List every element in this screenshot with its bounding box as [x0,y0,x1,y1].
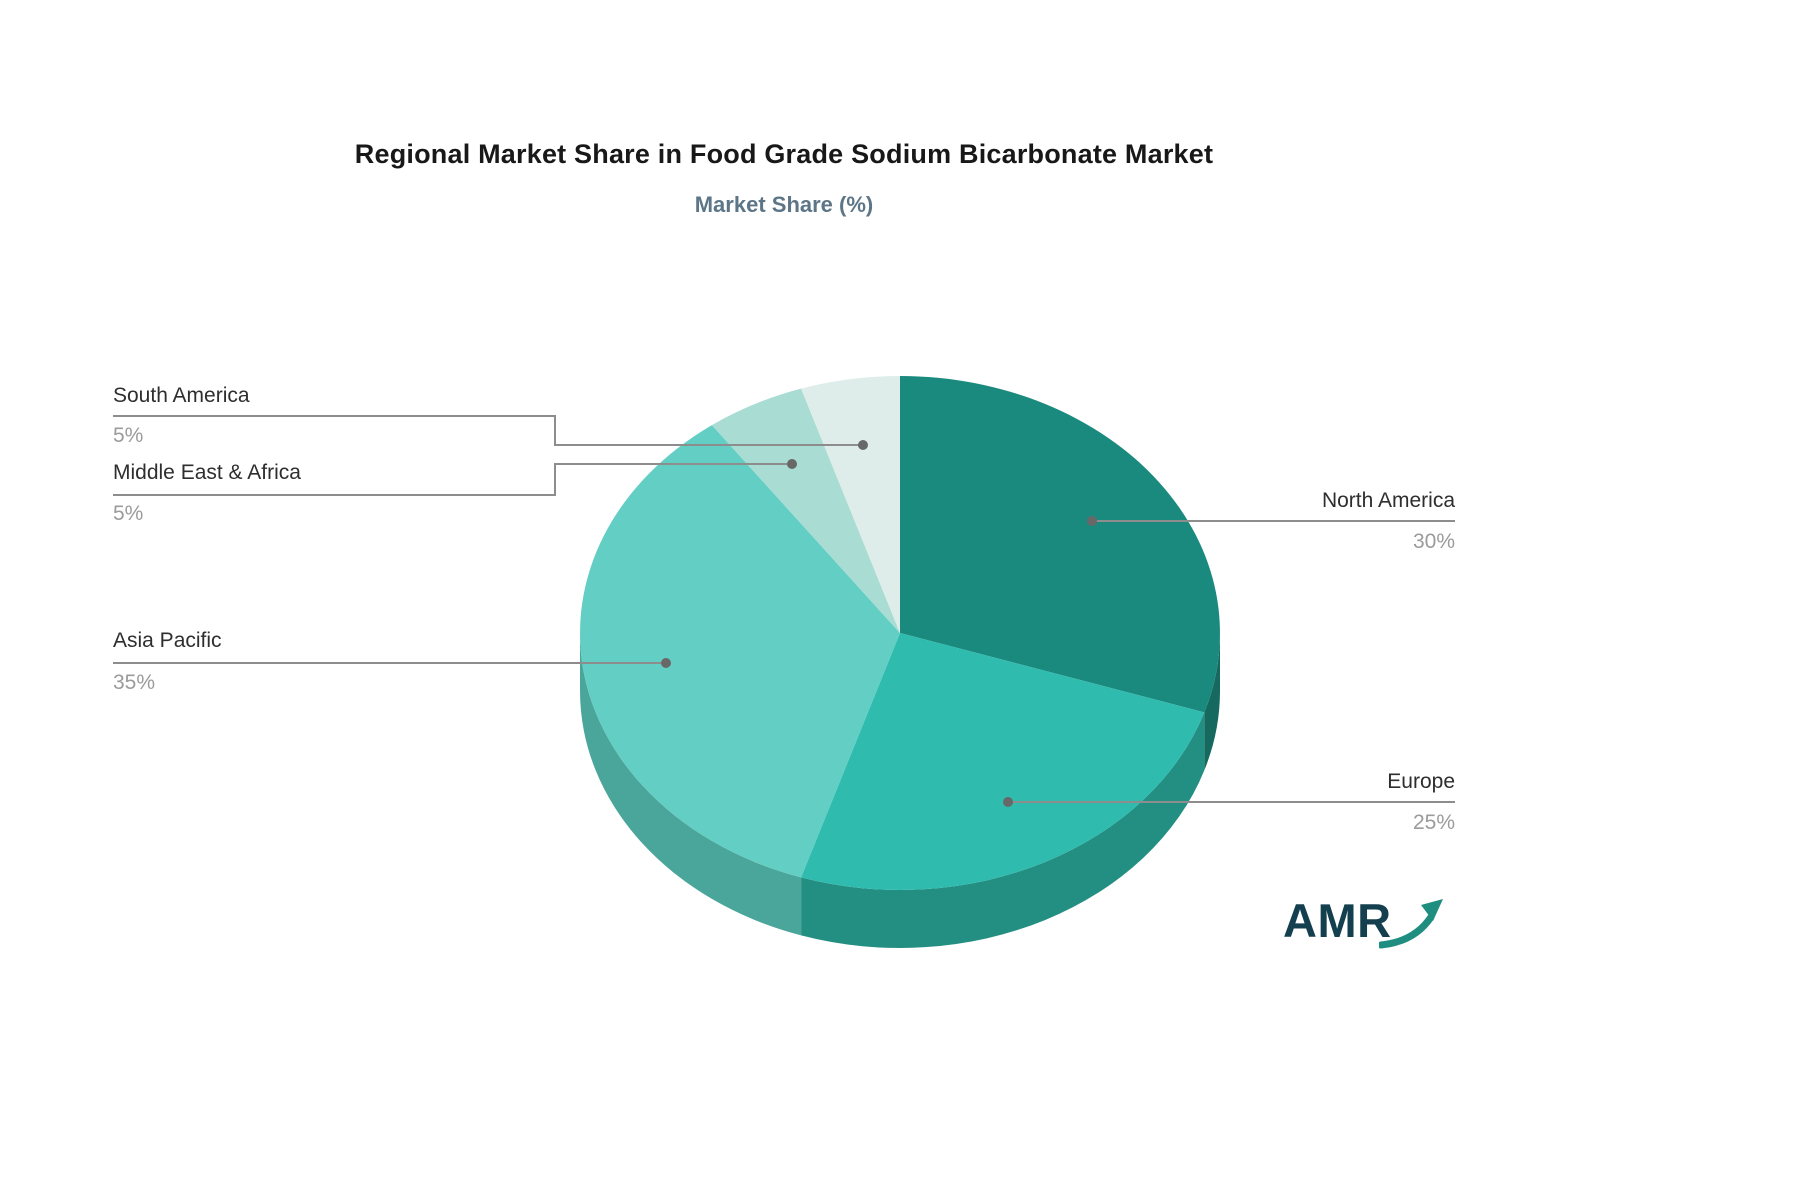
callout-value-europe: 25% [1412,811,1455,834]
chart-subtitle: Market Share (%) [694,192,874,217]
pie-slice-side-north-america [1204,633,1220,771]
pie-slice-europe[interactable] [801,633,1205,890]
callout-label-middle-east-africa: Middle East & Africa [113,461,301,484]
leader-line-middle-east-africa-dot [787,459,797,469]
pie-slice-side-europe [801,712,1205,948]
callout-label-north-america: North America [1321,489,1455,512]
chart-title: Regional Market Share in Food Grade Sodi… [354,139,1214,169]
pie-slice-asia-pacific[interactable] [580,425,900,878]
callout-value-south-america: 5% [113,424,144,447]
amr-logo-text: AMR [1283,894,1392,947]
leader-line-europe-dot [1003,797,1013,807]
pie-slice-north-america[interactable] [900,376,1220,713]
leader-line-south-america [113,415,863,446]
leader-line-north-america-dot [1087,516,1097,526]
leader-line-asia-pacific-dot [661,658,671,668]
callout-value-north-america: 30% [1412,530,1455,553]
callout-label-south-america: South America [113,384,250,407]
leader-line-middle-east-africa [113,463,792,496]
leader-line-south-america-dot [858,440,868,450]
pie-slice-middle-east-africa[interactable] [711,388,900,633]
callout-label-asia-pacific: Asia Pacific [113,629,222,652]
amr-logo: AMR [1283,893,1453,959]
pie-slice-south-america[interactable] [801,376,900,633]
callout-value-middle-east-africa: 5% [113,502,144,525]
callout-value-asia-pacific: 35% [113,671,156,694]
pie-slice-side-asia-pacific [580,633,802,936]
amr-logo-arrow-icon [1379,899,1443,949]
callout-label-europe: Europe [1387,770,1455,793]
